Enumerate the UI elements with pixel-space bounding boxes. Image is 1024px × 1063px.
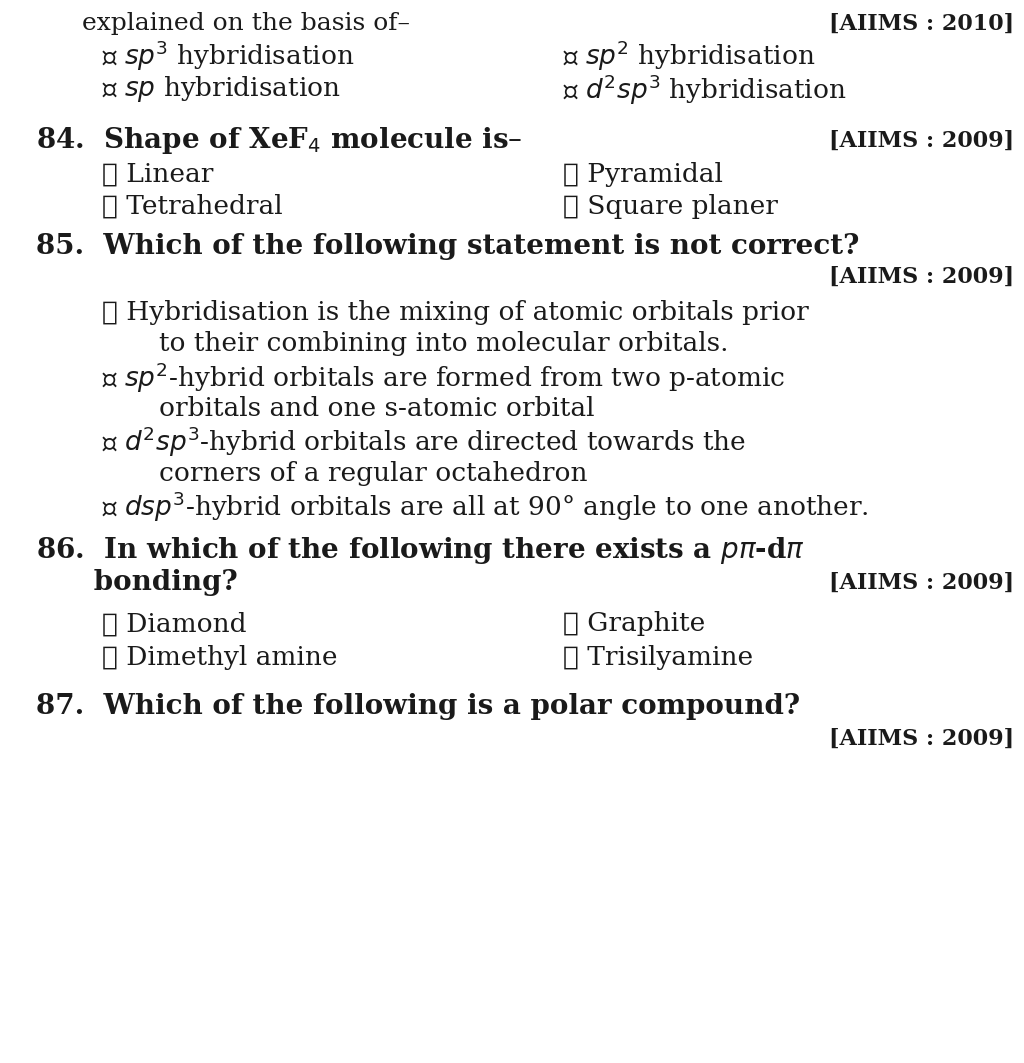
Text: [AIIMS : 2010]: [AIIMS : 2010] [828, 13, 1014, 34]
Text: [AIIMS : 2009]: [AIIMS : 2009] [828, 130, 1014, 151]
Text: Ⓓ Square planer: Ⓓ Square planer [563, 193, 778, 219]
Text: 86.  In which of the following there exists a $pπ$-d$π$: 86. In which of the following there exis… [36, 535, 805, 567]
Text: [AIIMS : 2009]: [AIIMS : 2009] [828, 572, 1014, 593]
Text: Ⓐ $sp^3$ hybridisation: Ⓐ $sp^3$ hybridisation [102, 38, 354, 72]
Text: Ⓒ Tetrahedral: Ⓒ Tetrahedral [102, 193, 283, 219]
Text: Ⓒ Dimethyl amine: Ⓒ Dimethyl amine [102, 645, 338, 671]
Text: Ⓑ $sp^2$ hybridisation: Ⓑ $sp^2$ hybridisation [563, 38, 815, 72]
Text: Ⓓ Trisilyamine: Ⓓ Trisilyamine [563, 645, 754, 671]
Text: corners of a regular octahedron: corners of a regular octahedron [159, 460, 587, 486]
Text: Ⓓ $dsp^3$-hybrid orbitals are all at 90° angle to one another.: Ⓓ $dsp^3$-hybrid orbitals are all at 90°… [102, 490, 869, 524]
Text: to their combining into molecular orbitals.: to their combining into molecular orbita… [159, 331, 728, 356]
Text: Ⓓ $d^2sp^3$ hybridisation: Ⓓ $d^2sp^3$ hybridisation [563, 72, 847, 106]
Text: 85.  Which of the following statement is not correct?: 85. Which of the following statement is … [36, 233, 859, 260]
Text: orbitals and one s-atomic orbital: orbitals and one s-atomic orbital [159, 395, 594, 421]
Text: Ⓑ $sp^2$-hybrid orbitals are formed from two p-atomic: Ⓑ $sp^2$-hybrid orbitals are formed from… [102, 360, 785, 394]
Text: Ⓑ Graphite: Ⓑ Graphite [563, 611, 706, 637]
Text: 87.  Which of the following is a polar compound?: 87. Which of the following is a polar co… [36, 693, 800, 721]
Text: Ⓐ Diamond: Ⓐ Diamond [102, 611, 247, 637]
Text: explained on the basis of–: explained on the basis of– [82, 12, 410, 35]
Text: [AIIMS : 2009]: [AIIMS : 2009] [828, 728, 1014, 749]
Text: Ⓒ $sp$ hybridisation: Ⓒ $sp$ hybridisation [102, 74, 341, 104]
Text: 84.  Shape of XeF$_4$ molecule is–: 84. Shape of XeF$_4$ molecule is– [36, 124, 522, 156]
Text: Ⓐ Hybridisation is the mixing of atomic orbitals prior: Ⓐ Hybridisation is the mixing of atomic … [102, 300, 809, 325]
Text: Ⓑ Pyramidal: Ⓑ Pyramidal [563, 162, 723, 187]
Text: bonding?: bonding? [36, 569, 238, 596]
Text: Ⓒ $d^2sp^3$-hybrid orbitals are directed towards the: Ⓒ $d^2sp^3$-hybrid orbitals are directed… [102, 425, 746, 459]
Text: Ⓐ Linear: Ⓐ Linear [102, 162, 214, 187]
Text: [AIIMS : 2009]: [AIIMS : 2009] [828, 266, 1014, 287]
